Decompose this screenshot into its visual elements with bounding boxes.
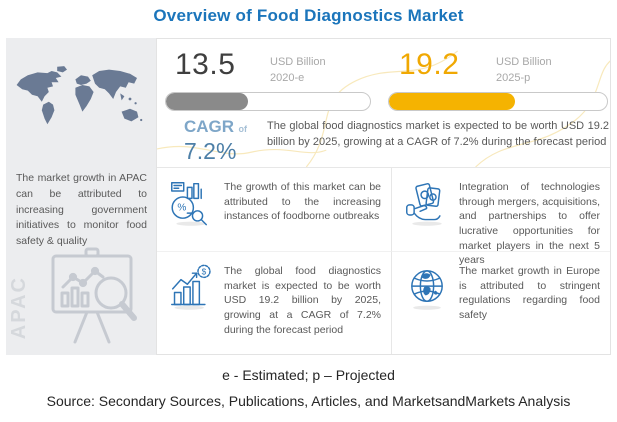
growth-chart-dollar-icon: $	[171, 264, 211, 310]
money-hand-icon	[406, 182, 442, 226]
page-title: Overview of Food Diagnostics Market	[153, 6, 464, 25]
current-year: 2020-e	[270, 71, 305, 84]
current-unit: USD Billion	[270, 56, 326, 68]
market-stats-panel: 13.5 USD Billion 2020-e 19.2 USD Billion…	[156, 38, 611, 355]
svg-text:$: $	[202, 268, 207, 277]
presentation-chart-magnifier-icon	[51, 247, 137, 344]
market-size-current-unit: USD Billion 2020-e	[270, 55, 326, 87]
market-size-projected: 19.2	[399, 48, 460, 81]
insight-market-forecast: $ The global food diagnostics market is …	[157, 251, 391, 354]
apac-region-label: APAC	[8, 275, 30, 339]
market-size-current: 13.5	[175, 48, 236, 81]
projected-bar-fill	[389, 93, 516, 110]
projected-unit: USD Billion	[496, 56, 552, 68]
decorative-contour-lines	[157, 50, 610, 167]
infographic-body: The market growth in APAC can be attribu…	[6, 38, 611, 355]
apac-panel: The market growth in APAC can be attribu…	[6, 38, 156, 355]
insight-text: The growth of this market can be attribu…	[224, 181, 381, 223]
cagr-block: CAGR of 7.2%	[184, 117, 247, 165]
stats-section: 13.5 USD Billion 2020-e 19.2 USD Billion…	[157, 39, 610, 168]
cagr-connector: of	[238, 124, 248, 134]
footer-source: Source: Secondary Sources, Publications,…	[46, 393, 571, 409]
insight-europe-regulations: The market growth in Europe is attribute…	[391, 251, 610, 354]
market-size-projected-unit: USD Billion 2025-p	[496, 55, 552, 87]
insight-foodborne-outbreaks: % The growth of this market can be attri…	[157, 168, 391, 251]
current-bar-fill	[166, 93, 248, 110]
insight-technology-integration: Integration of technologies through merg…	[391, 168, 610, 267]
svg-text:%: %	[177, 202, 186, 213]
world-map-icon	[16, 66, 143, 125]
chart-percent-magnifier-icon: %	[171, 182, 207, 226]
projected-year: 2025-p	[496, 71, 531, 84]
apac-description: The market growth in APAC can be attribu…	[16, 172, 147, 247]
footer-legend: e - Estimated; p – Projected	[222, 367, 395, 383]
globe-icon	[411, 270, 443, 310]
current-progress-bar	[165, 92, 371, 111]
cagr-label: CAGR	[184, 117, 235, 136]
insight-text: Integration of technologies through merg…	[459, 181, 600, 267]
insight-text: The market growth in Europe is attribute…	[459, 265, 600, 322]
cagr-value: 7.2%	[184, 138, 237, 164]
projected-progress-bar	[388, 92, 608, 111]
market-summary: The global food diagnostics market is ex…	[267, 120, 609, 148]
insight-text: The global food diagnostics market is ex…	[224, 265, 381, 336]
insight-grid: % The growth of this market can be attri…	[157, 168, 610, 354]
